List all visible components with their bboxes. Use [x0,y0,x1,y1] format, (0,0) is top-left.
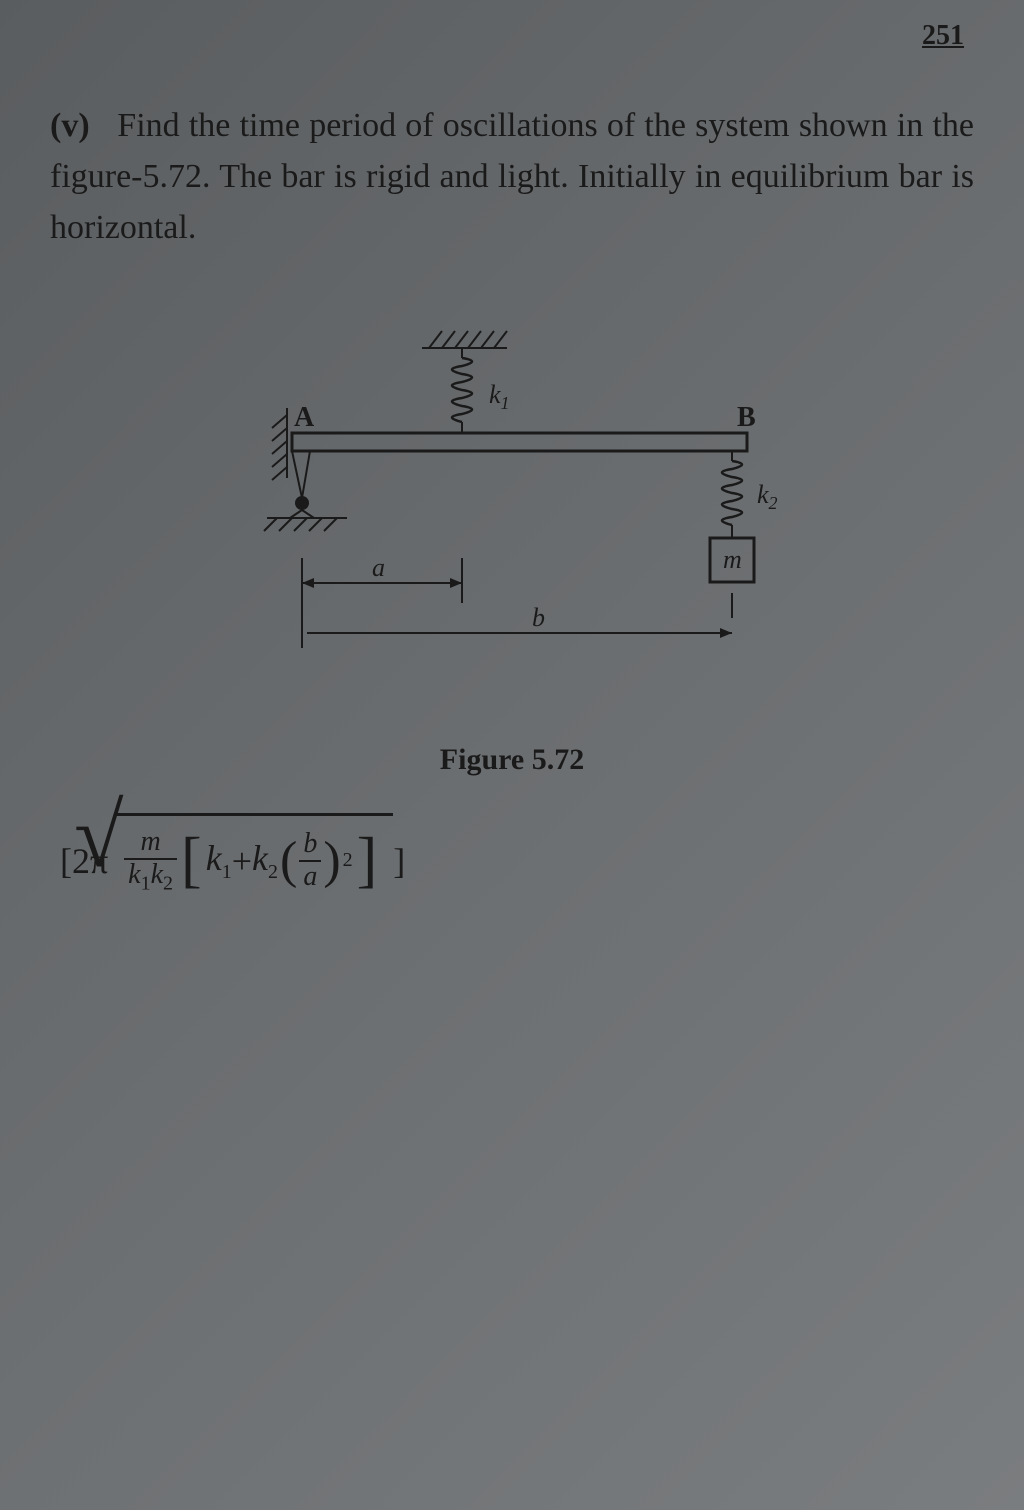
problem-number: (v) [50,107,90,144]
formula-suffix: ] [393,840,405,882]
paren-open: ( [280,831,297,890]
fraction-b-over-a: b a [299,829,321,893]
pivot-leg-1 [290,510,302,518]
pivot-link-1 [292,451,302,498]
spring-k2 [722,451,742,538]
term-k1: k1 [206,837,232,884]
label-pivot: A [294,402,315,433]
plus-sign: + [232,840,252,882]
ceiling-hatch-1 [422,331,507,348]
spring-k1 [452,348,472,433]
paren-close: ) [323,831,340,890]
figure-diagram: A B k1 k2 m a b [232,303,792,723]
label-end: B [737,402,756,433]
frac-num-b: b [299,829,321,860]
fraction-m-over-k1k2: m k1k2 [124,827,177,894]
figure-reference: 5.72 [143,158,203,195]
label-spring1: k1 [489,380,510,413]
bracket-close: ] [357,825,378,896]
pivot-base [264,518,347,531]
pivot-link-2 [302,451,310,498]
problem-content: (v) Find the time period of oscillations… [50,100,974,904]
rigid-bar [292,433,747,451]
sqrt-sign-icon: √ [74,785,123,888]
pivot-circle [295,496,309,510]
sqrt-body: m k1k2 [ k1 + k2 ( b a ) 2 ] [116,817,393,904]
sqrt-bar [116,813,393,816]
frac-den-k1k2: k1k2 [124,858,177,895]
frac-den-a: a [299,860,321,893]
label-spring2: k2 [757,480,778,513]
label-dim-a: a [372,553,385,582]
sqrt-container: √ m k1k2 [ k1 + k2 ( b a ) 2 ] [116,817,393,904]
bracket-open: [ [181,825,202,896]
pivot-leg-2 [302,510,314,518]
pivot-wall [272,408,287,480]
label-dim-b: b [532,603,545,632]
answer-formula: [2π √ m k1k2 [ k1 + k2 ( b a ) 2 [60,817,974,904]
figure-caption: Figure 5.72 [50,743,974,777]
label-mass: m [723,545,742,574]
exponent-2: 2 [343,849,353,872]
page-number: 251 [922,20,964,52]
term-k2: k2 [252,837,278,884]
dimension-b [302,593,732,648]
frac-num-m: m [136,827,164,858]
problem-text: (v) Find the time period of oscillations… [50,100,974,253]
